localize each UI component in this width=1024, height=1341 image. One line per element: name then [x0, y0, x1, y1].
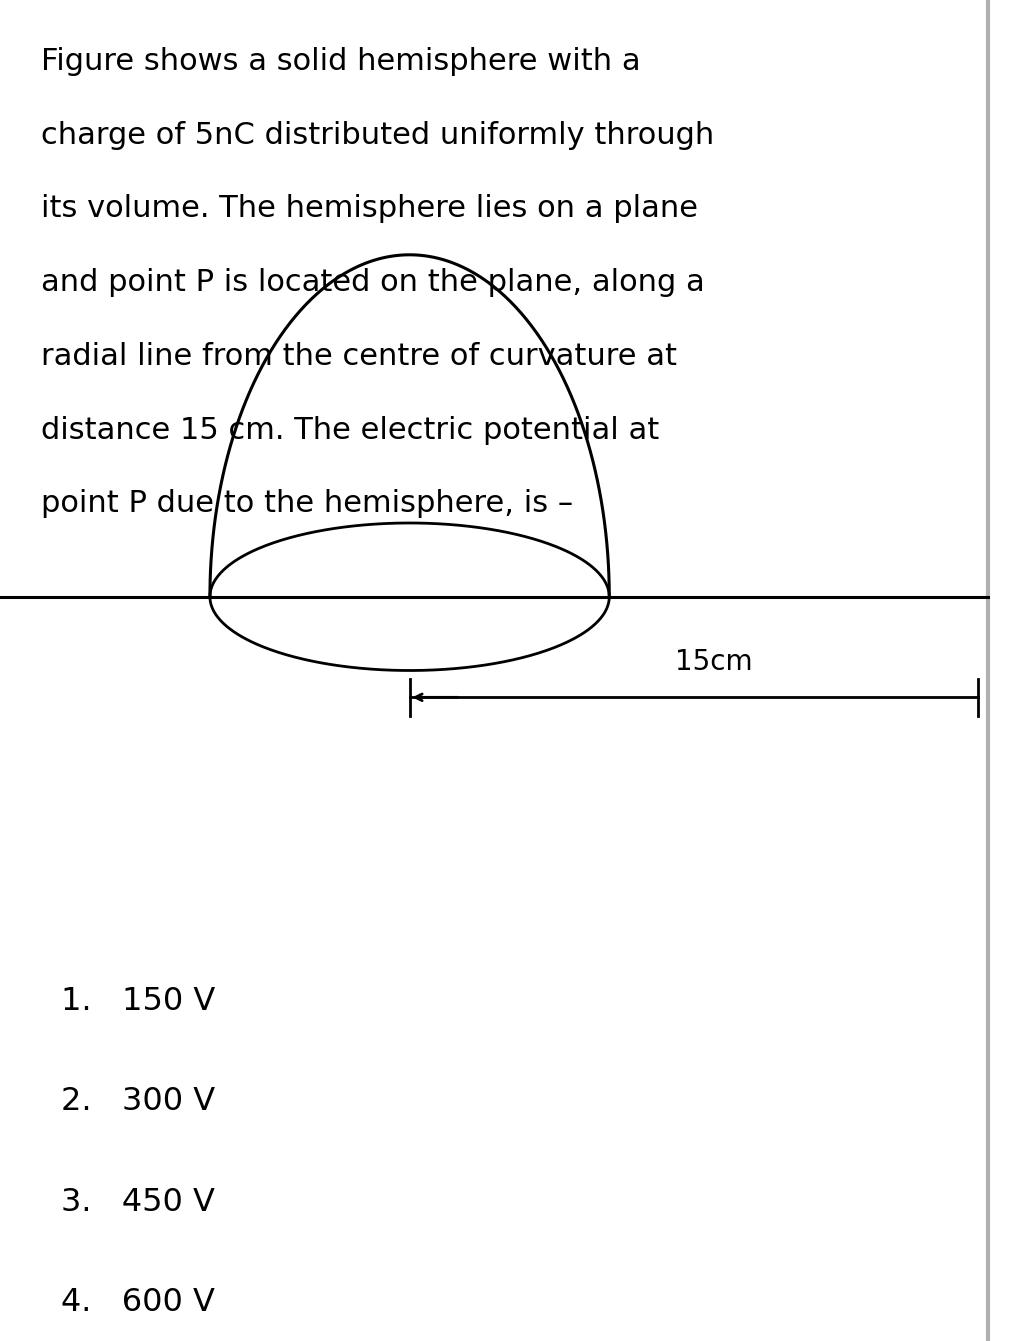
Text: 15cm: 15cm [676, 648, 753, 676]
Text: radial line from the centre of curvature at: radial line from the centre of curvature… [41, 342, 677, 371]
Text: point P due to the hemisphere, is –: point P due to the hemisphere, is – [41, 489, 573, 519]
Text: distance 15 cm. The electric potential at: distance 15 cm. The electric potential a… [41, 416, 659, 445]
Text: 2.   300 V: 2. 300 V [61, 1086, 216, 1117]
Text: its volume. The hemisphere lies on a plane: its volume. The hemisphere lies on a pla… [41, 194, 698, 224]
Text: charge of 5nC distributed uniformly through: charge of 5nC distributed uniformly thro… [41, 121, 714, 150]
Text: Figure shows a solid hemisphere with a: Figure shows a solid hemisphere with a [41, 47, 641, 76]
Text: 3.   450 V: 3. 450 V [61, 1187, 215, 1218]
Text: 1.   150 V: 1. 150 V [61, 986, 216, 1016]
Text: 4.   600 V: 4. 600 V [61, 1287, 215, 1318]
Text: and point P is located on the plane, along a: and point P is located on the plane, alo… [41, 268, 705, 298]
